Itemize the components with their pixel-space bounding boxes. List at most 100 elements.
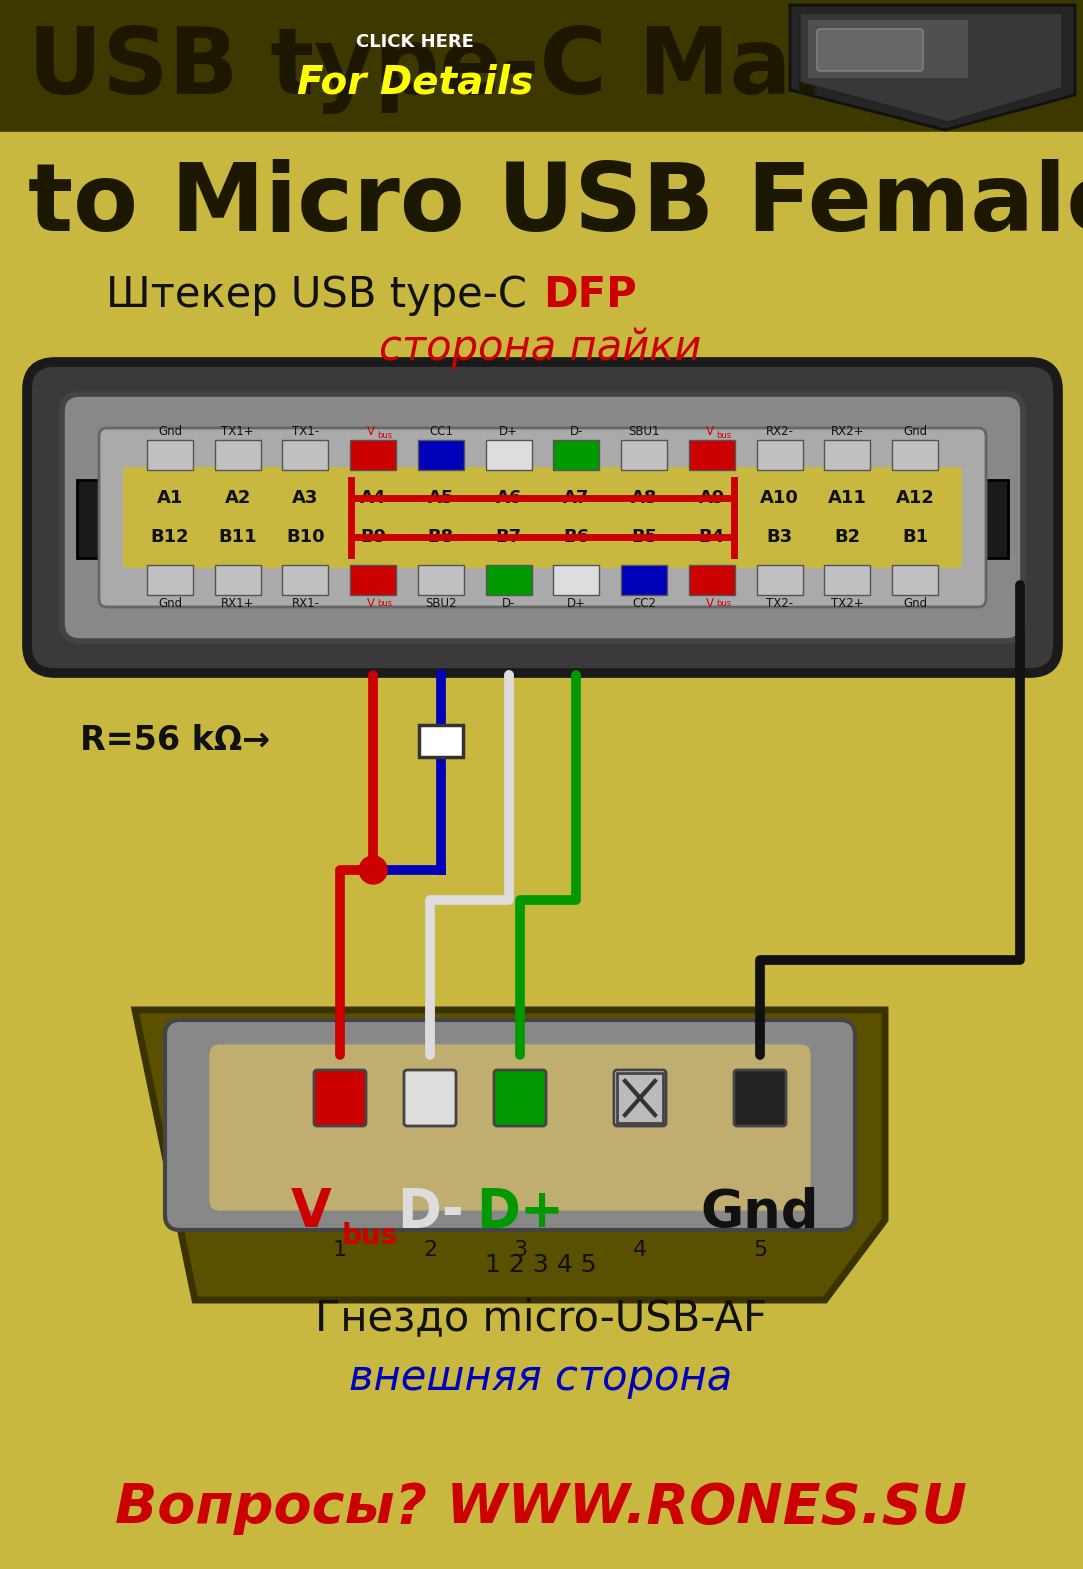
Text: V: V: [706, 425, 714, 438]
Text: Gnd: Gnd: [903, 425, 927, 438]
Bar: [147, 439, 193, 471]
Text: bus: bus: [716, 431, 731, 439]
Bar: [147, 565, 193, 595]
Text: bus: bus: [342, 1222, 399, 1250]
Text: V: V: [367, 425, 375, 438]
Text: A7: A7: [563, 490, 589, 507]
Text: A10: A10: [760, 490, 799, 507]
Text: A3: A3: [292, 490, 318, 507]
Bar: [808, 20, 968, 78]
Text: USB type-C Male: USB type-C Male: [28, 22, 885, 113]
Polygon shape: [135, 1010, 885, 1301]
Bar: [689, 439, 735, 471]
Text: RX2+: RX2+: [831, 425, 864, 438]
Bar: [283, 565, 328, 595]
Bar: [824, 565, 871, 595]
FancyBboxPatch shape: [494, 1070, 546, 1127]
Text: TX2+: TX2+: [831, 596, 863, 610]
FancyBboxPatch shape: [208, 1043, 812, 1211]
Bar: [757, 565, 803, 595]
FancyBboxPatch shape: [614, 1070, 666, 1127]
Text: B12: B12: [151, 529, 190, 546]
Bar: [553, 565, 599, 595]
Text: CC2: CC2: [632, 596, 656, 610]
Text: Gnd: Gnd: [158, 596, 182, 610]
Text: B4: B4: [699, 529, 725, 546]
Text: V: V: [291, 1186, 332, 1238]
Text: CLICK HERE: CLICK HERE: [356, 33, 474, 52]
Bar: [419, 725, 462, 756]
Text: R=56 kΩ→: R=56 kΩ→: [80, 725, 270, 758]
Text: bus: bus: [377, 599, 392, 609]
Text: B9: B9: [361, 529, 387, 546]
Bar: [892, 565, 938, 595]
Text: 1: 1: [332, 1240, 347, 1260]
Text: B5: B5: [631, 529, 657, 546]
Bar: [214, 565, 261, 595]
Bar: [968, 480, 1008, 559]
Bar: [0, 0, 1083, 132]
Text: 4: 4: [632, 1240, 647, 1260]
Text: B2: B2: [834, 529, 860, 546]
Text: A2: A2: [224, 490, 251, 507]
Bar: [485, 565, 532, 595]
Bar: [621, 439, 667, 471]
Text: B11: B11: [219, 529, 257, 546]
Text: RX2-: RX2-: [766, 425, 794, 438]
Bar: [350, 565, 396, 595]
Polygon shape: [800, 13, 1062, 122]
Text: Gnd: Gnd: [903, 596, 927, 610]
Text: D-: D-: [570, 425, 583, 438]
Text: For Details: For Details: [297, 63, 533, 100]
FancyBboxPatch shape: [165, 1020, 854, 1230]
Circle shape: [360, 857, 388, 883]
Text: V: V: [706, 596, 714, 610]
Text: A4: A4: [360, 490, 387, 507]
Bar: [617, 1073, 663, 1123]
Bar: [77, 480, 117, 559]
Text: D-: D-: [396, 1186, 464, 1238]
Text: D+: D+: [475, 1186, 564, 1238]
Text: Вопросы? WWW.RONES.SU: Вопросы? WWW.RONES.SU: [115, 1481, 967, 1534]
Bar: [350, 439, 396, 471]
Bar: [485, 439, 532, 471]
Text: A9: A9: [699, 490, 725, 507]
FancyBboxPatch shape: [734, 1070, 786, 1127]
Text: 3: 3: [513, 1240, 527, 1260]
Bar: [418, 439, 464, 471]
Text: V: V: [367, 596, 375, 610]
Polygon shape: [790, 5, 1075, 130]
Text: D+: D+: [499, 425, 518, 438]
Text: B8: B8: [428, 529, 454, 546]
Text: A8: A8: [630, 490, 657, 507]
Text: to Micro USB Female: to Micro USB Female: [28, 158, 1083, 251]
Text: TX1-: TX1-: [292, 425, 319, 438]
Text: 5: 5: [753, 1240, 767, 1260]
Text: B7: B7: [496, 529, 522, 546]
FancyBboxPatch shape: [123, 468, 962, 568]
Bar: [689, 565, 735, 595]
Text: B1: B1: [902, 529, 928, 546]
Text: SBU2: SBU2: [426, 596, 457, 610]
Text: A1: A1: [157, 490, 183, 507]
Text: D+: D+: [566, 596, 586, 610]
Text: Гнездо micro-USB-AF: Гнездо micro-USB-AF: [315, 1298, 767, 1338]
Text: D-: D-: [501, 596, 516, 610]
Bar: [214, 439, 261, 471]
Text: TX1+: TX1+: [221, 425, 255, 438]
Text: SBU1: SBU1: [628, 425, 660, 438]
Bar: [283, 439, 328, 471]
Text: Штекер USB type-C: Штекер USB type-C: [106, 275, 540, 315]
Text: B10: B10: [286, 529, 325, 546]
Bar: [418, 565, 464, 595]
FancyBboxPatch shape: [404, 1070, 456, 1127]
Text: сторона пайки: сторона пайки: [379, 326, 701, 369]
Text: RX1-: RX1-: [291, 596, 319, 610]
Bar: [621, 565, 667, 595]
Text: B3: B3: [767, 529, 793, 546]
Text: CC1: CC1: [429, 425, 453, 438]
Text: RX1+: RX1+: [221, 596, 255, 610]
FancyBboxPatch shape: [62, 394, 1023, 642]
Bar: [757, 439, 803, 471]
Text: bus: bus: [377, 431, 392, 439]
